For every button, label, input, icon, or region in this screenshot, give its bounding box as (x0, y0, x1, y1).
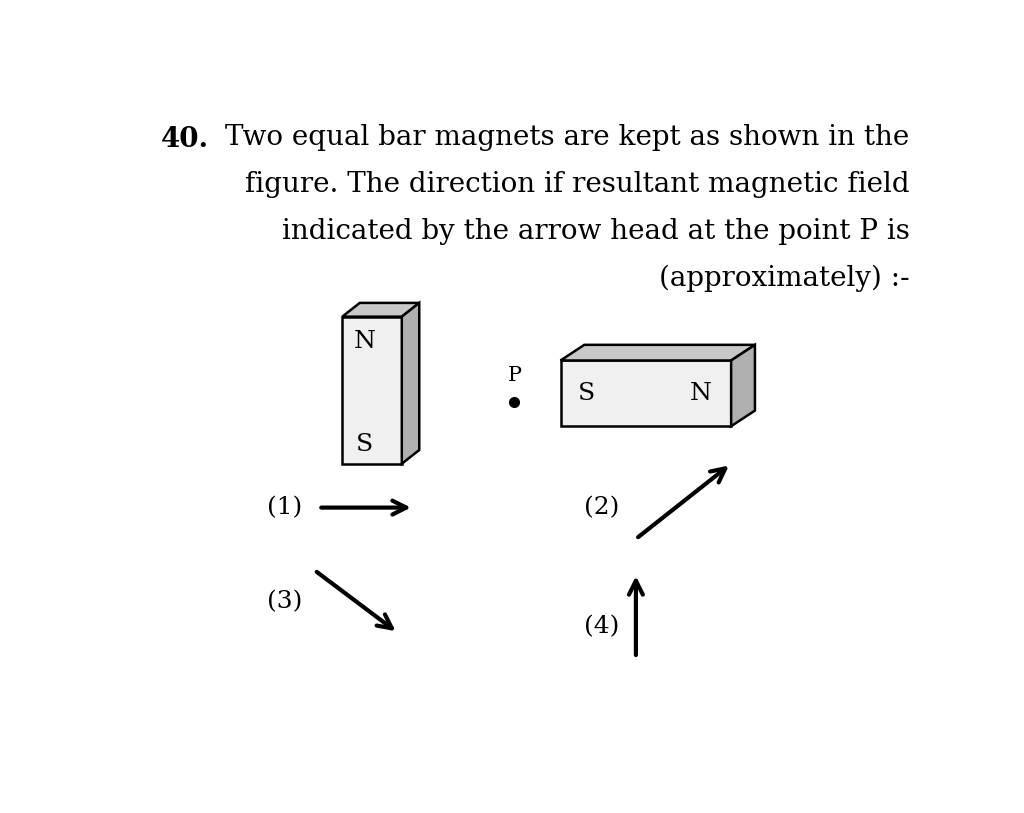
Bar (342, 317, 401, 463)
Text: (2): (2) (585, 496, 620, 519)
Text: (approximately) :-: (approximately) :- (659, 265, 909, 292)
Text: (1): (1) (267, 496, 302, 519)
Text: N: N (689, 382, 712, 405)
Text: N: N (354, 330, 376, 353)
Text: (3): (3) (267, 590, 302, 613)
Text: S: S (356, 433, 374, 456)
Polygon shape (401, 303, 419, 463)
Polygon shape (342, 303, 419, 317)
Text: Two equal bar magnets are kept as shown in the: Two equal bar magnets are kept as shown … (225, 124, 909, 151)
Text: 40.: 40. (162, 126, 210, 153)
Polygon shape (731, 345, 755, 426)
Bar (560, 360, 731, 426)
Text: figure. The direction if resultant magnetic field: figure. The direction if resultant magne… (245, 171, 909, 198)
Polygon shape (560, 345, 755, 360)
Text: S: S (578, 382, 595, 405)
Text: P: P (508, 366, 521, 385)
Text: indicated by the arrow head at the point P is: indicated by the arrow head at the point… (282, 218, 909, 245)
Text: (4): (4) (585, 615, 620, 638)
